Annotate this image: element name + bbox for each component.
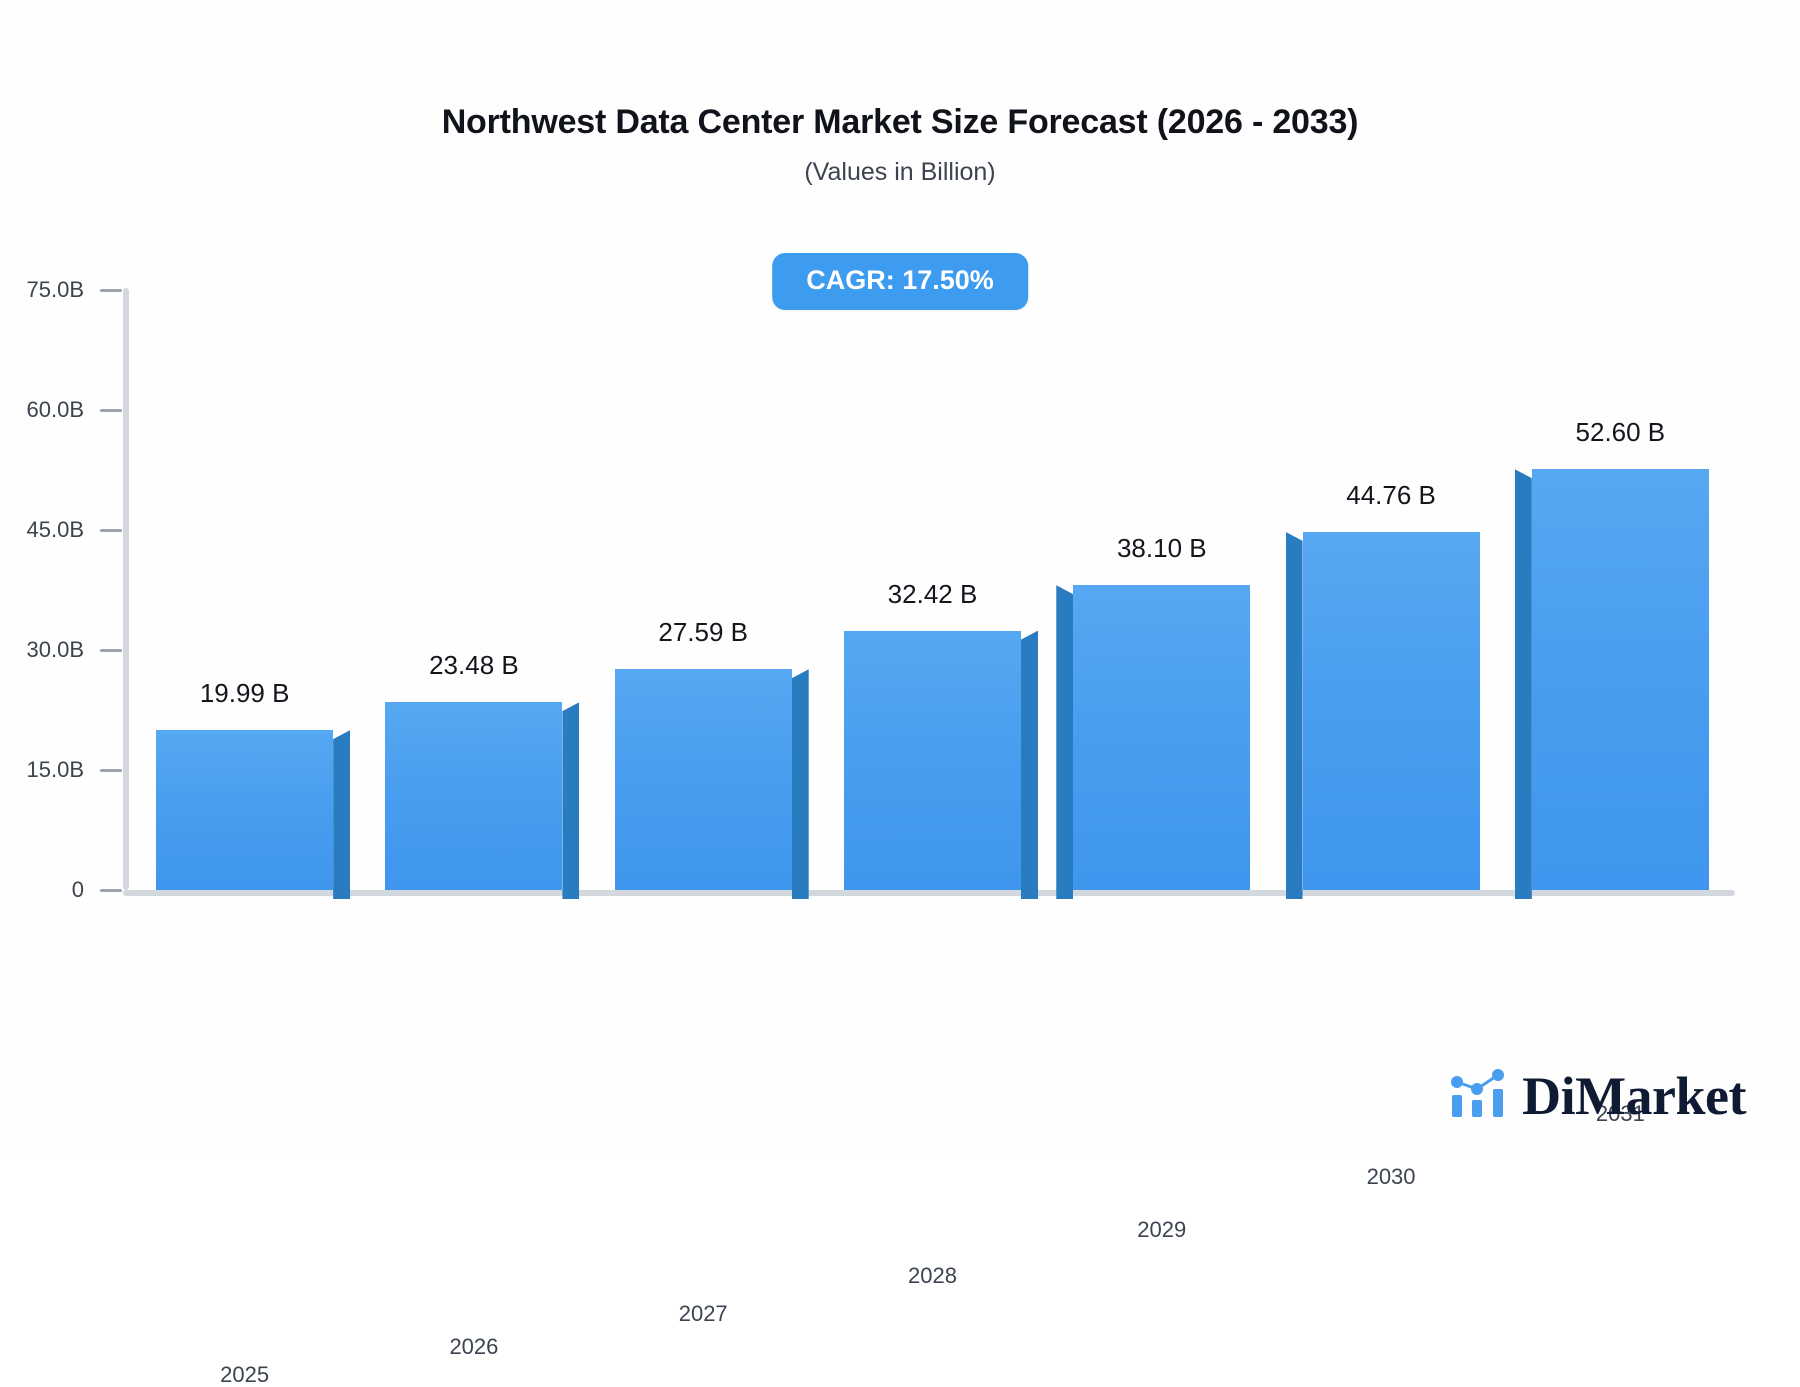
- bar-side-face: [562, 702, 580, 899]
- bar-2031[interactable]: 52.60 B 2031: [1514, 419, 1709, 1125]
- bar-2027[interactable]: 27.59 B 2027: [614, 619, 809, 1325]
- bar-front-face: [1302, 531, 1480, 890]
- chart-subtitle: (Values in Billion): [804, 158, 996, 187]
- bar-front-face: [844, 630, 1021, 890]
- bar-front-face: [156, 730, 334, 890]
- y-axis-tick-mark: [100, 288, 122, 292]
- chart-header: Northwest Data Center Market Size Foreca…: [0, 103, 1800, 187]
- y-axis-tick-label: 75.0B: [26, 277, 85, 302]
- bar-value-label: 19.99 B: [199, 678, 290, 709]
- bar-2026[interactable]: 23.48 B 2026: [385, 652, 580, 1358]
- chart-canvas: Northwest Data Center Market Size Foreca…: [0, 103, 1800, 1386]
- y-axis-tick-label: 60.0B: [26, 397, 85, 422]
- x-axis-label: 2030: [1366, 1163, 1416, 1189]
- y-axis: 0 15.0B 30.0B 45.0B 60.0B 75.0B: [0, 279, 122, 901]
- bar-side-face: [333, 730, 351, 899]
- y-axis-line: [123, 288, 129, 890]
- bar-value-label: 44.76 B: [1346, 479, 1436, 510]
- bar-value-label: 52.60 B: [1575, 417, 1666, 448]
- bar-side-face: [1514, 469, 1532, 899]
- bar-front-face: [1531, 469, 1709, 890]
- dimarket-logo: DiMarket: [1450, 1067, 1746, 1124]
- bar-front-face: [614, 669, 792, 890]
- bar-front-face: [385, 702, 563, 890]
- y-axis-tick-mark: [100, 888, 122, 892]
- bar-side-face: [1056, 585, 1074, 899]
- plot-area: 19.99 B 2025 23.48 B 2026 27.59 B 2027 32.42 B…: [123, 288, 1735, 1386]
- cagr-badge: CAGR: 17.50%: [772, 253, 1028, 310]
- y-axis-tick-mark: [100, 408, 122, 412]
- bar-2030[interactable]: 44.76 B 2030: [1285, 482, 1480, 1187]
- bar-chart-icon: [1450, 1067, 1508, 1124]
- x-axis-line: [123, 890, 1735, 896]
- x-axis-label: 2028: [908, 1262, 957, 1288]
- y-axis-tick-label: 30.0B: [26, 637, 85, 662]
- bar-value-label: 23.48 B: [429, 650, 519, 681]
- y-axis-tick-label: 45.0B: [26, 517, 85, 542]
- y-axis-tick-mark: [100, 768, 122, 772]
- x-axis-label: 2031: [1595, 1101, 1645, 1127]
- page-title: Northwest Data Center Market Size Foreca…: [441, 103, 1359, 141]
- bar-value-label: 27.59 B: [658, 617, 749, 648]
- x-axis-label: 2025: [220, 1362, 270, 1387]
- y-axis-tick-label: 15.0B: [26, 757, 85, 782]
- bar-side-face: [1285, 531, 1303, 899]
- x-axis-label: 2027: [678, 1301, 728, 1327]
- bar-2029[interactable]: 38.10 B 2029: [1056, 535, 1251, 1241]
- y-axis-tick-mark: [100, 528, 122, 532]
- y-axis-tick-mark: [100, 648, 122, 652]
- bar-2028[interactable]: 32.42 B 2028: [844, 581, 1038, 1286]
- bar-side-face: [791, 669, 809, 899]
- logo-wordmark: DiMarket: [1522, 1065, 1746, 1126]
- x-axis-label: 2029: [1137, 1217, 1187, 1243]
- bar-value-label: 32.42 B: [887, 578, 978, 609]
- x-axis-label: 2026: [449, 1334, 499, 1360]
- bar-2025[interactable]: 19.99 B 2025: [156, 680, 351, 1386]
- y-axis-tick-label: 0: [71, 877, 84, 902]
- bar-value-label: 38.10 B: [1116, 533, 1207, 564]
- bar-side-face: [1021, 630, 1038, 899]
- bar-front-face: [1073, 585, 1251, 890]
